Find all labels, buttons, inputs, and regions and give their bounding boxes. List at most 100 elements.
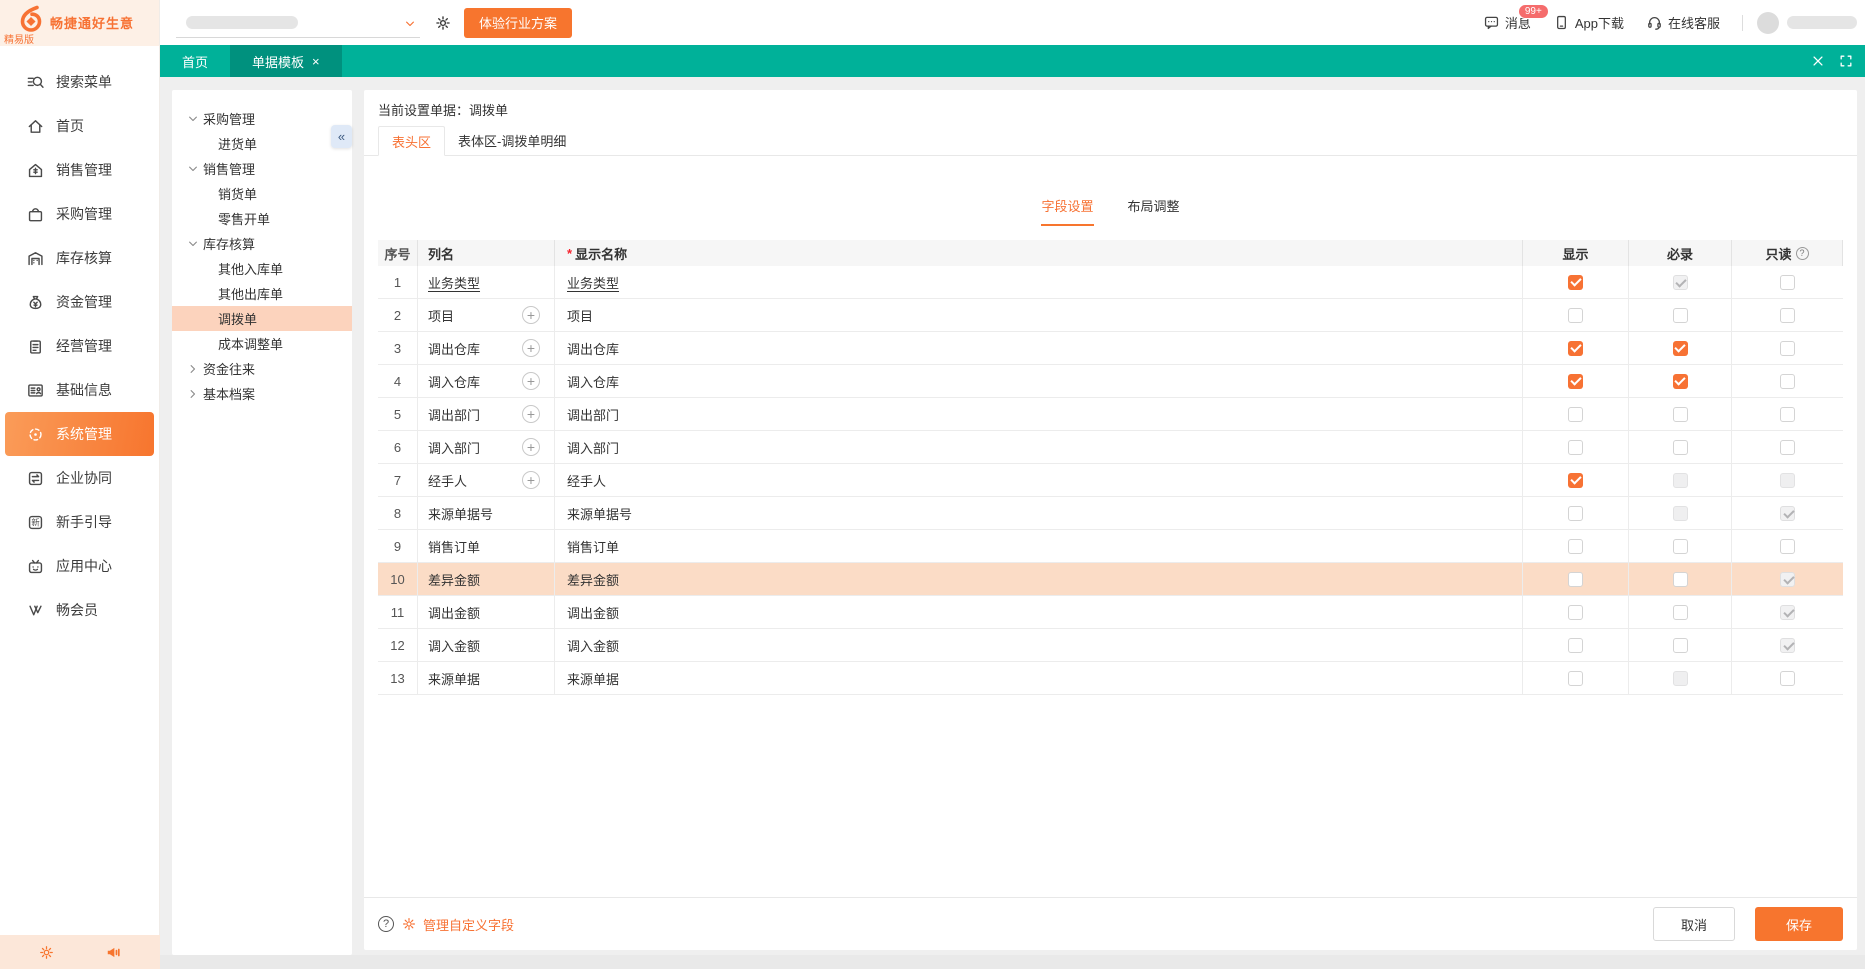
tree-item-4[interactable]: 销货单 bbox=[172, 181, 352, 206]
cell-display-name[interactable]: 差异金额 bbox=[555, 563, 1523, 595]
readonly-checkbox[interactable] bbox=[1780, 670, 1795, 686]
show-checkbox[interactable] bbox=[1568, 571, 1583, 587]
user-avatar[interactable] bbox=[1757, 11, 1779, 34]
show-checkbox[interactable] bbox=[1568, 670, 1583, 686]
speaker-collapse-icon[interactable] bbox=[105, 944, 122, 961]
required-checkbox[interactable] bbox=[1672, 340, 1688, 356]
show-checkbox[interactable] bbox=[1568, 373, 1583, 389]
sidebar-item-3[interactable]: 销售管理 bbox=[0, 148, 159, 192]
show-checkbox[interactable] bbox=[1568, 274, 1583, 290]
add-plus-icon[interactable]: + bbox=[522, 405, 540, 423]
cell-display-name[interactable]: 调出部门 bbox=[555, 398, 1523, 430]
horizontal-scrollbar[interactable] bbox=[160, 955, 1865, 969]
show-checkbox[interactable] bbox=[1568, 538, 1583, 554]
tree-item-3[interactable]: 销售管理 bbox=[172, 156, 352, 181]
readonly-checkbox[interactable] bbox=[1780, 373, 1795, 389]
readonly-checkbox[interactable] bbox=[1780, 274, 1795, 290]
tree-item-7[interactable]: 其他入库单 bbox=[172, 256, 352, 281]
tree-item-6[interactable]: 库存核算 bbox=[172, 231, 352, 256]
area-tab-1[interactable]: 表头区 bbox=[378, 126, 446, 156]
sidebar-item-8[interactable]: 基础信息 bbox=[0, 368, 159, 412]
tree-item-1[interactable]: 采购管理 bbox=[172, 106, 352, 131]
sidebar-item-2[interactable]: 首页 bbox=[0, 104, 159, 148]
cell-display-name[interactable]: 调出仓库 bbox=[555, 332, 1523, 364]
required-checkbox[interactable] bbox=[1672, 637, 1688, 653]
online-service-button[interactable]: 在线客服 bbox=[1646, 13, 1720, 32]
tree-item-11[interactable]: 资金往来 bbox=[172, 356, 352, 381]
close-icon[interactable] bbox=[1811, 54, 1825, 68]
sidebar-item-12[interactable]: 应用中心 bbox=[0, 544, 159, 588]
readonly-checkbox[interactable] bbox=[1780, 406, 1795, 422]
show-checkbox[interactable] bbox=[1568, 406, 1583, 422]
show-checkbox[interactable] bbox=[1568, 340, 1583, 356]
gear-icon[interactable] bbox=[434, 14, 452, 32]
sidebar-item-6[interactable]: 资金管理 bbox=[0, 280, 159, 324]
add-plus-icon[interactable]: + bbox=[522, 306, 540, 324]
required-checkbox[interactable] bbox=[1672, 571, 1688, 587]
company-selector[interactable] bbox=[176, 8, 420, 38]
save-button[interactable]: 保存 bbox=[1755, 907, 1843, 941]
sidebar-item-5[interactable]: 库存核算 bbox=[0, 236, 159, 280]
cell-display-name[interactable]: 来源单据号 bbox=[555, 497, 1523, 529]
cell-display-name[interactable]: 调出金额 bbox=[555, 596, 1523, 628]
tree-item-5[interactable]: 零售开单 bbox=[172, 206, 352, 231]
required-checkbox[interactable] bbox=[1672, 307, 1688, 323]
add-plus-icon[interactable]: + bbox=[522, 471, 540, 489]
sidebar-item-7[interactable]: 经营管理 bbox=[0, 324, 159, 368]
cell-display-name[interactable]: 项目 bbox=[555, 299, 1523, 331]
tree-item-2[interactable]: 进货单 bbox=[172, 131, 352, 156]
show-checkbox[interactable] bbox=[1568, 307, 1583, 323]
area-tab-2[interactable]: 表体区-调拨单明细 bbox=[458, 133, 567, 149]
readonly-checkbox[interactable] bbox=[1780, 538, 1795, 554]
show-checkbox[interactable] bbox=[1568, 472, 1583, 488]
tree-item-9[interactable]: 调拨单 bbox=[172, 306, 352, 331]
setting-tab-1[interactable]: 字段设置 bbox=[1041, 196, 1094, 226]
settings-gear-icon[interactable] bbox=[38, 944, 55, 961]
required-checkbox[interactable] bbox=[1672, 373, 1688, 389]
manage-custom-fields-link[interactable]: 管理自定义字段 bbox=[423, 917, 515, 933]
cell-display-name[interactable]: 调入仓库 bbox=[555, 365, 1523, 397]
show-checkbox[interactable] bbox=[1568, 439, 1583, 455]
cell-display-name[interactable]: 业务类型 bbox=[555, 266, 1523, 298]
cell-display-name[interactable]: 来源单据 bbox=[555, 662, 1523, 694]
sidebar-item-13[interactable]: 畅会员 bbox=[0, 588, 159, 632]
sidebar-item-1[interactable]: 搜索菜单 bbox=[0, 60, 159, 104]
readonly-checkbox[interactable] bbox=[1780, 307, 1795, 323]
sidebar-item-4[interactable]: 采购管理 bbox=[0, 192, 159, 236]
required-cell bbox=[1629, 266, 1732, 298]
cell-display-name[interactable]: 调入金额 bbox=[555, 629, 1523, 661]
sidebar-item-10[interactable]: 企业协同 bbox=[0, 456, 159, 500]
required-checkbox[interactable] bbox=[1672, 406, 1688, 422]
cancel-button[interactable]: 取消 bbox=[1653, 907, 1735, 941]
add-plus-icon[interactable]: + bbox=[522, 438, 540, 456]
app-download-button[interactable]: App下载 bbox=[1553, 13, 1624, 32]
add-plus-icon[interactable]: + bbox=[522, 372, 540, 390]
required-checkbox[interactable] bbox=[1672, 604, 1688, 620]
tab-1[interactable]: 首页 bbox=[160, 45, 230, 77]
tab-close-icon[interactable]: × bbox=[312, 53, 320, 69]
tree-item-10[interactable]: 成本调整单 bbox=[172, 331, 352, 356]
cell-display-name[interactable]: 调入部门 bbox=[555, 431, 1523, 463]
required-checkbox[interactable] bbox=[1672, 439, 1688, 455]
readonly-checkbox[interactable] bbox=[1780, 439, 1795, 455]
cell-display-name[interactable]: 经手人 bbox=[555, 464, 1523, 496]
cell-display-name[interactable]: 销售订单 bbox=[555, 530, 1523, 562]
show-checkbox[interactable] bbox=[1568, 604, 1583, 620]
messages-button[interactable]: 消息 99+ bbox=[1483, 4, 1549, 32]
help-question-icon[interactable]: ? bbox=[378, 916, 394, 932]
fullscreen-icon[interactable] bbox=[1839, 54, 1853, 68]
required-checkbox[interactable] bbox=[1672, 538, 1688, 554]
add-plus-icon[interactable]: + bbox=[522, 339, 540, 357]
setting-tab-2[interactable]: 布局调整 bbox=[1127, 199, 1180, 214]
tree-collapse-button[interactable]: « bbox=[331, 125, 352, 148]
sidebar-item-11[interactable]: 新 新手引导 bbox=[0, 500, 159, 544]
trial-plan-button[interactable]: 体验行业方案 bbox=[464, 7, 573, 38]
question-circle-icon[interactable]: ? bbox=[1795, 246, 1809, 260]
tree-item-12[interactable]: 基本档案 bbox=[172, 381, 352, 406]
show-checkbox[interactable] bbox=[1568, 637, 1583, 653]
show-checkbox[interactable] bbox=[1568, 505, 1583, 521]
tree-item-8[interactable]: 其他出库单 bbox=[172, 281, 352, 306]
readonly-checkbox[interactable] bbox=[1780, 340, 1795, 356]
tab-2[interactable]: 单据模板 × bbox=[230, 45, 342, 77]
sidebar-item-9[interactable]: 系统管理 bbox=[5, 412, 154, 456]
